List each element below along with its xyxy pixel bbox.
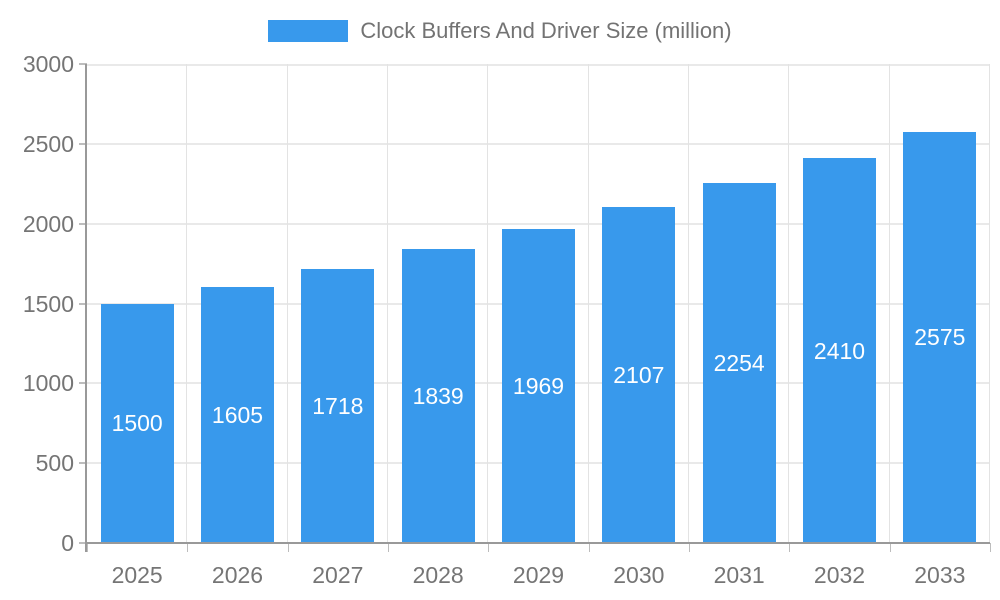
x-tick-label: 2029 [512, 562, 565, 588]
bar[interactable]: 1605 [201, 286, 274, 543]
bar-value-label: 1718 [312, 392, 364, 419]
v-gridline [888, 64, 890, 543]
x-tick [588, 543, 590, 552]
legend-label: Clock Buffers And Driver Size (million) [360, 18, 732, 43]
v-gridline [688, 64, 689, 543]
bar[interactable]: 1718 [301, 268, 375, 543]
y-tick-label: 1500 [22, 290, 74, 317]
y-tick [79, 222, 87, 225]
x-tick [287, 543, 289, 552]
y-tick [79, 63, 87, 65]
bar-value-label: 2107 [613, 361, 665, 388]
legend[interactable]: Clock Buffers And Driver Size (million) [0, 19, 1000, 43]
y-tick-label: 3000 [22, 51, 74, 77]
x-tick-label: 2026 [211, 562, 264, 588]
v-gridline [286, 64, 288, 543]
plot-area: 1500 1605 1718 1839 1969 2107 2254 2410 2575 [87, 64, 990, 543]
x-tick [689, 543, 690, 552]
x-tick-label: 2033 [914, 562, 966, 588]
v-gridline [487, 64, 489, 543]
bar-value-label: 1839 [412, 383, 464, 410]
x-tick-label: 2027 [312, 562, 364, 588]
bar-value-label: 2575 [914, 324, 966, 351]
y-tick-label: 2500 [22, 130, 74, 157]
bar-value-label: 1969 [512, 372, 565, 399]
x-tick [889, 543, 891, 552]
legend-swatch [268, 20, 349, 42]
bar[interactable]: 2107 [602, 206, 676, 543]
x-tick-label: 2028 [412, 562, 464, 588]
bar[interactable]: 2410 [803, 158, 876, 543]
bar[interactable]: 2575 [903, 131, 977, 543]
v-gridline [186, 64, 188, 543]
h-gridline [87, 64, 990, 66]
bar[interactable]: 1839 [401, 249, 475, 543]
h-gridline [87, 222, 990, 225]
y-tick [79, 462, 87, 465]
x-tick [87, 543, 88, 552]
y-axis-line [85, 64, 87, 552]
x-tick [990, 543, 991, 552]
y-tick [79, 382, 87, 385]
y-tick [79, 142, 87, 145]
h-gridline [87, 142, 990, 145]
y-tick-label: 500 [35, 450, 74, 477]
bar-value-label: 1605 [211, 401, 264, 428]
x-tick [789, 543, 791, 552]
bar-value-label: 2410 [813, 337, 866, 364]
bar[interactable]: 1969 [502, 228, 575, 543]
v-gridline [989, 64, 990, 543]
x-tick-label: 2032 [813, 562, 866, 588]
bar[interactable]: 1500 [100, 303, 174, 543]
x-tick [388, 543, 389, 552]
bar[interactable]: 2254 [702, 183, 776, 543]
y-tick-label: 2000 [22, 210, 74, 237]
x-tick-label: 2025 [111, 562, 163, 588]
y-tick-label: 0 [61, 530, 74, 556]
v-gridline [587, 64, 589, 543]
v-gridline [788, 64, 790, 543]
x-tick [488, 543, 490, 552]
bar-value-label: 2254 [713, 350, 765, 377]
x-tick [187, 543, 189, 552]
y-tick [79, 302, 87, 305]
v-gridline [387, 64, 388, 543]
x-tick-label: 2031 [713, 562, 765, 588]
y-tick-label: 1000 [22, 370, 74, 397]
y-tick [79, 542, 87, 544]
x-tick-label: 2030 [613, 562, 665, 588]
bar-value-label: 1500 [111, 410, 163, 437]
x-axis-line [87, 542, 990, 544]
